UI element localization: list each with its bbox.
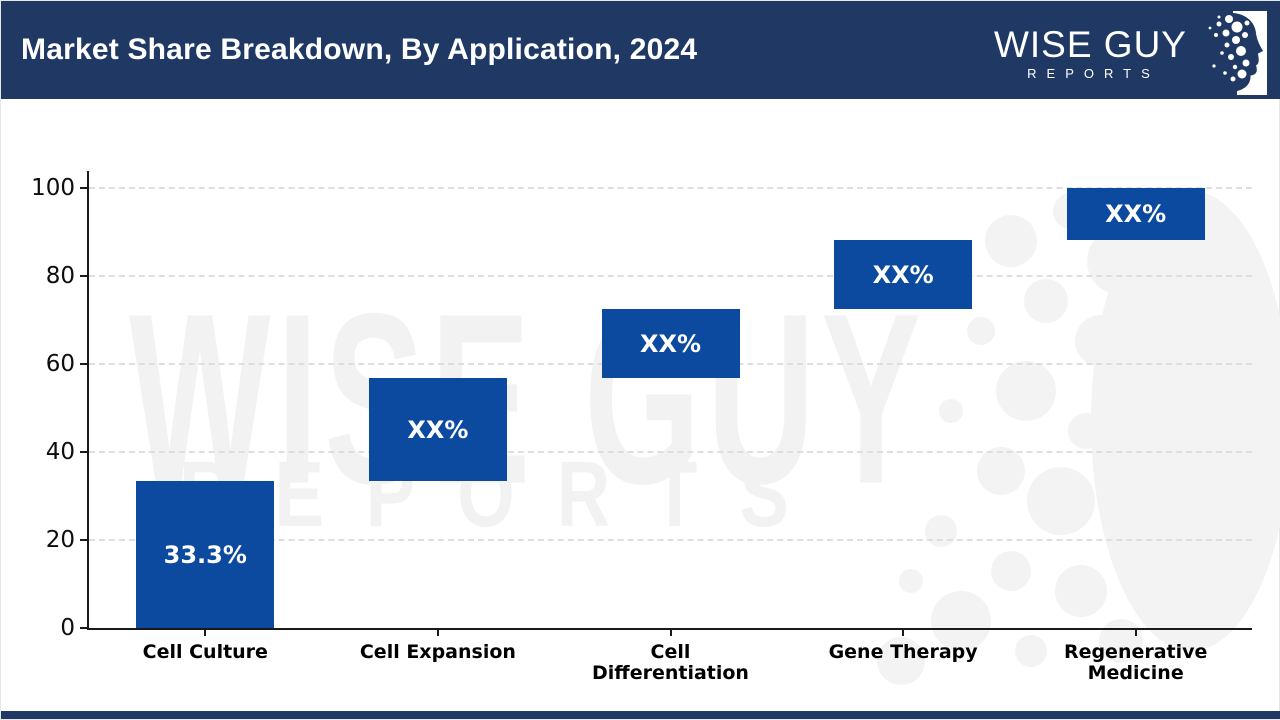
bar: XX% [834, 239, 973, 310]
x-category-label: Cell Differentiation [592, 641, 749, 685]
grid-line [89, 187, 1252, 189]
y-tick-label: 20 [45, 527, 75, 553]
bar: XX% [1066, 188, 1205, 240]
y-tick-label: 80 [45, 263, 75, 289]
grid-line [89, 451, 1252, 453]
y-axis-line [87, 171, 89, 630]
header-bar: Market Share Breakdown, By Application, … [1, 1, 1280, 99]
bar: XX% [368, 378, 507, 482]
bar-value-label: XX% [1105, 199, 1167, 228]
y-tick-mark [80, 451, 89, 453]
y-tick-mark [80, 627, 89, 629]
logo-face-icon [1208, 11, 1267, 95]
grid-line [89, 539, 1252, 541]
y-tick-mark [80, 187, 89, 189]
bar: 33.3% [136, 481, 275, 628]
y-tick-mark [80, 363, 89, 365]
y-tick-label: 60 [45, 351, 75, 377]
bar: XX% [601, 309, 740, 379]
bar-value-label: XX% [639, 329, 702, 358]
y-tick-mark [80, 539, 89, 541]
waterfall-chart: 0 20 40 60 80 100 33.3% Cell Culture XX% Cell Exp… [1, 99, 1280, 713]
x-category-label: Gene Therapy [828, 641, 978, 663]
footer-bar [1, 711, 1280, 719]
watermark-face-icon [877, 191, 1280, 685]
x-category-label: Regenerative Medicine [1063, 641, 1208, 685]
wise-guy-logo: WISE GUY REPORTS [994, 11, 1267, 95]
x-category-label: Cell Expansion [359, 641, 516, 663]
y-tick-label: 100 [31, 175, 75, 201]
page-title: Market Share Breakdown, By Application, … [21, 33, 698, 66]
x-category-label: Cell Culture [142, 641, 268, 663]
logo-subtitle: REPORTS [1027, 65, 1160, 81]
logo-text: WISE GUY REPORTS [993, 24, 1187, 81]
bar-value-label: XX% [872, 260, 934, 289]
x-tick-mark [902, 628, 905, 636]
y-tick-label: 40 [45, 439, 75, 465]
x-tick-mark [1134, 628, 1137, 636]
bar-value-label: XX% [407, 415, 469, 444]
x-tick-mark [436, 628, 439, 636]
x-tick-mark [204, 628, 207, 636]
y-tick-mark [80, 275, 89, 277]
y-tick-label: 0 [60, 615, 75, 641]
x-tick-mark [669, 628, 672, 636]
logo-wordmark: WISE GUY [993, 24, 1187, 66]
grid-line [89, 275, 1252, 277]
bar-value-label: 33.3% [163, 540, 247, 569]
